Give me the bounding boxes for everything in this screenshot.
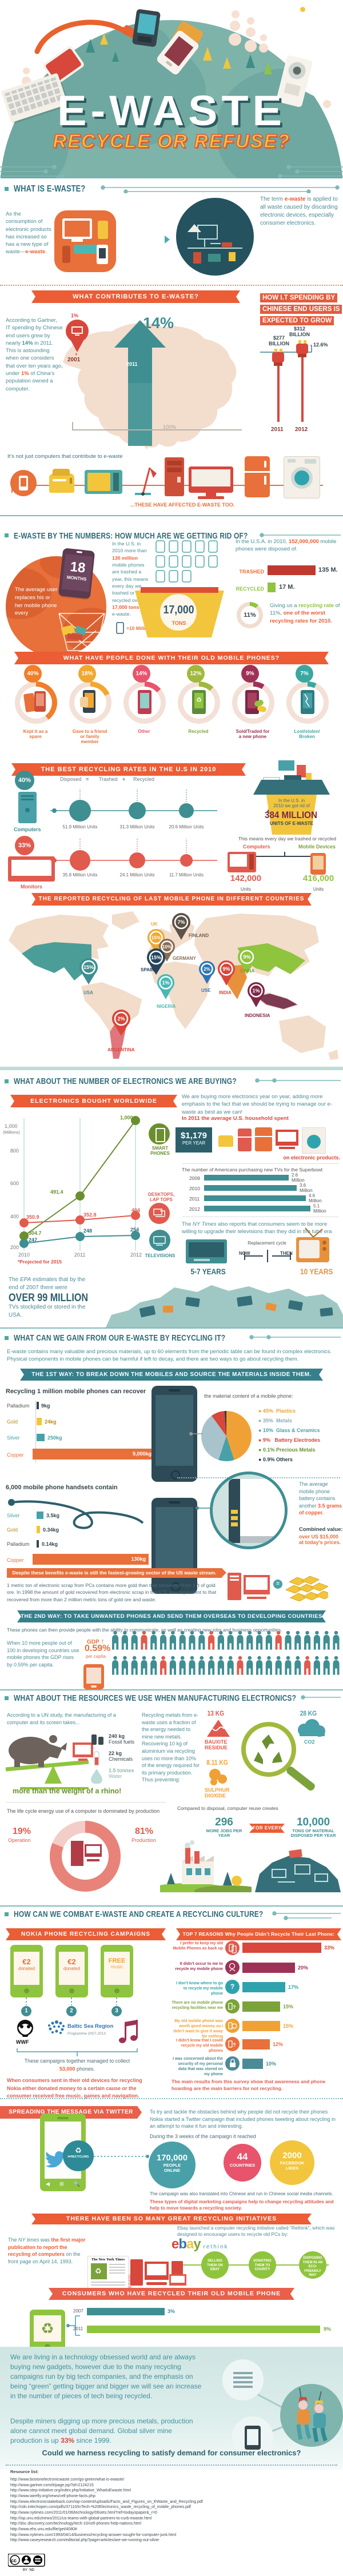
svg-text:7%: 7% [177,919,185,925]
svg-text:Programme 2007-2013: Programme 2007-2013 [67,2032,106,2036]
svg-text:304.7: 304.7 [29,1230,42,1236]
svg-text:1,000: 1,000 [5,1123,18,1129]
svg-text:WWF: WWF [16,2039,29,2045]
svg-text:9%: 9% [243,954,250,960]
svg-text:404: 404 [131,1207,140,1213]
svg-text:1,000: 1,000 [120,1115,133,1120]
svg-text:2010: 2010 [18,1252,30,1258]
svg-text:15%: 15% [151,955,161,960]
svg-text:1%: 1% [252,988,260,994]
svg-text:9%: 9% [222,966,230,972]
svg-text:491.4: 491.4 [50,1189,63,1195]
svg-text:BY ND: BY ND [23,2569,35,2571]
svg-text:2%: 2% [204,967,210,972]
svg-text:200: 200 [10,1245,19,1250]
svg-text:(Millions): (Millions) [3,1130,21,1135]
svg-text:400: 400 [10,1214,19,1219]
svg-text:?: ? [233,2004,236,2010]
svg-text:600: 600 [10,1181,19,1186]
svg-text:800: 800 [10,1148,19,1154]
svg-text:2012: 2012 [130,1252,142,1258]
svg-text:2011: 2011 [74,1252,85,1258]
svg-text:1%: 1% [162,980,169,986]
svg-text:352.8: 352.8 [83,1212,97,1218]
svg-text:2%: 2% [117,1016,125,1022]
svg-text:?: ? [233,2042,236,2048]
svg-text:15%: 15% [151,935,161,940]
svg-text:254: 254 [130,1227,139,1233]
svg-text:10%: 10% [162,944,172,950]
svg-text:248: 248 [83,1228,92,1234]
svg-text:Baltic Sea Region: Baltic Sea Region [67,2023,113,2029]
svg-text:350.9: 350.9 [26,1214,39,1220]
svg-text:15%: 15% [83,964,94,970]
svg-text:cc: cc [11,2558,17,2563]
svg-text:247: 247 [29,1237,37,1243]
